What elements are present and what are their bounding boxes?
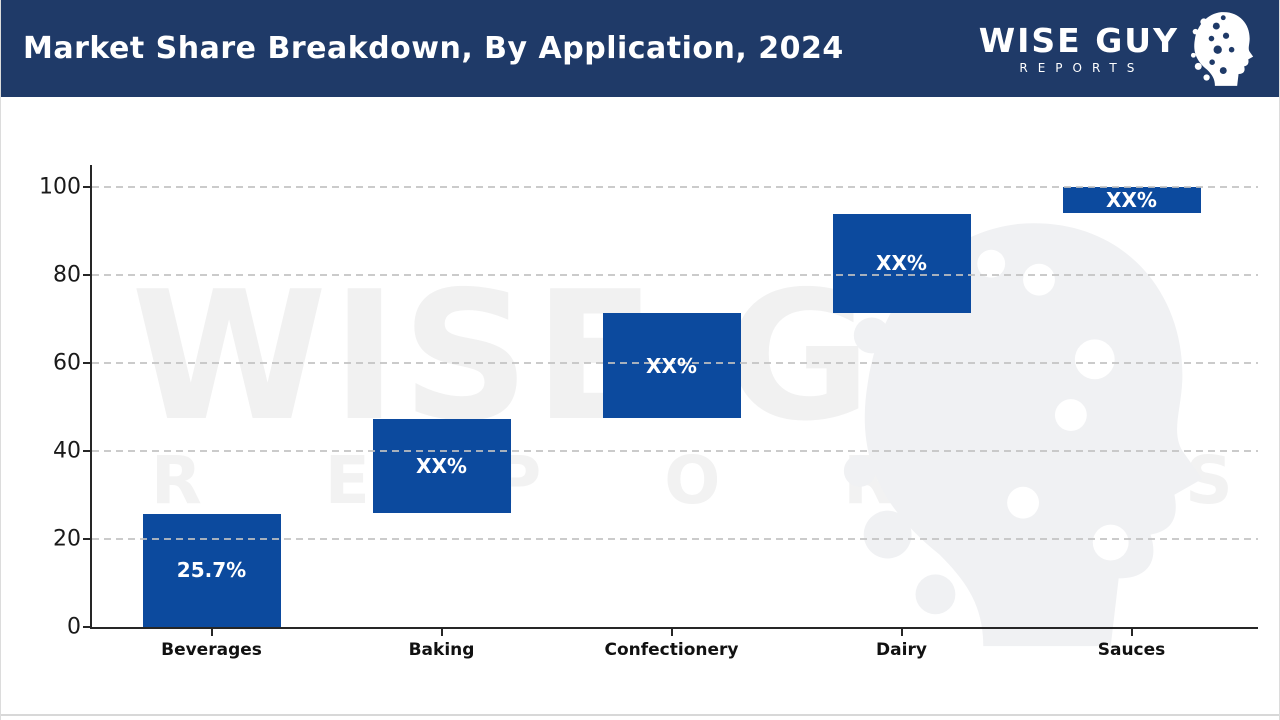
- y-axis-line: [90, 165, 92, 629]
- category-label-beverages: Beverages: [161, 640, 262, 660]
- x-axis-tick-mark-sauces: [1130, 629, 1133, 636]
- x-axis-line: [90, 627, 1258, 629]
- x-axis-tick-mark-confectionery: [670, 629, 673, 636]
- chart-plot-area: 0 20 40 60 80 100 25.7% Beverages XX% Baking XX% Co…: [1, 97, 1279, 715]
- category-label-confectionery: Confectionery: [604, 640, 739, 660]
- gridline-100: [92, 186, 1258, 188]
- x-axis-tick-mark-baking: [440, 629, 443, 636]
- gridline-40: [92, 450, 1258, 452]
- y-axis-tick-mark: [83, 362, 90, 364]
- y-axis-tick-mark: [83, 186, 90, 188]
- bar-label-beverages: 25.7%: [176, 558, 247, 583]
- header-bar: Market Share Breakdown, By Application, …: [1, 0, 1279, 97]
- brand-name: WISE GUY: [978, 20, 1179, 60]
- y-axis-tick-mark: [83, 274, 90, 276]
- footer-divider: [1, 714, 1279, 716]
- x-axis-tick-mark-beverages: [210, 629, 213, 636]
- category-label-dairy: Dairy: [876, 640, 927, 660]
- brand-logo: WISE GUY REPORTS: [979, 8, 1279, 90]
- bar-sauces: [1062, 187, 1201, 213]
- bar-label-dairy: XX%: [876, 251, 927, 276]
- bar-label-confectionery: XX%: [646, 353, 697, 378]
- gridline-20: [92, 538, 1258, 540]
- bar-beverages: [142, 513, 281, 627]
- category-label-sauces: Sauces: [1097, 640, 1166, 660]
- bar-dairy: [832, 213, 971, 313]
- y-axis-tick-mark: [83, 450, 90, 452]
- brand-logo-text: WISE GUY REPORTS: [979, 24, 1179, 74]
- category-label-baking: Baking: [408, 640, 475, 660]
- gridline-80: [92, 274, 1258, 276]
- y-axis-tick-label: 100: [39, 174, 81, 200]
- bar-confectionery: [602, 313, 741, 418]
- brand-head-icon: [1190, 11, 1254, 86]
- gridline-60: [92, 362, 1258, 364]
- watermark-head-icon: [843, 223, 1203, 647]
- y-axis-tick-label: 20: [53, 526, 81, 552]
- y-axis-tick-mark: [83, 538, 90, 540]
- y-axis-tick-label: 40: [53, 438, 81, 464]
- y-axis-tick-mark: [83, 626, 90, 628]
- bar-label-sauces: XX%: [1106, 187, 1157, 212]
- page-title: Market Share Breakdown, By Application, …: [23, 31, 844, 66]
- y-axis-tick-label: 80: [53, 262, 81, 288]
- y-axis-tick-label: 60: [53, 350, 81, 376]
- y-axis-tick-label: 0: [67, 614, 81, 640]
- x-axis-tick-mark-dairy: [900, 629, 903, 636]
- brand-subname: REPORTS: [1019, 60, 1145, 75]
- bar-label-baking: XX%: [416, 453, 467, 478]
- bar-baking: [372, 418, 511, 514]
